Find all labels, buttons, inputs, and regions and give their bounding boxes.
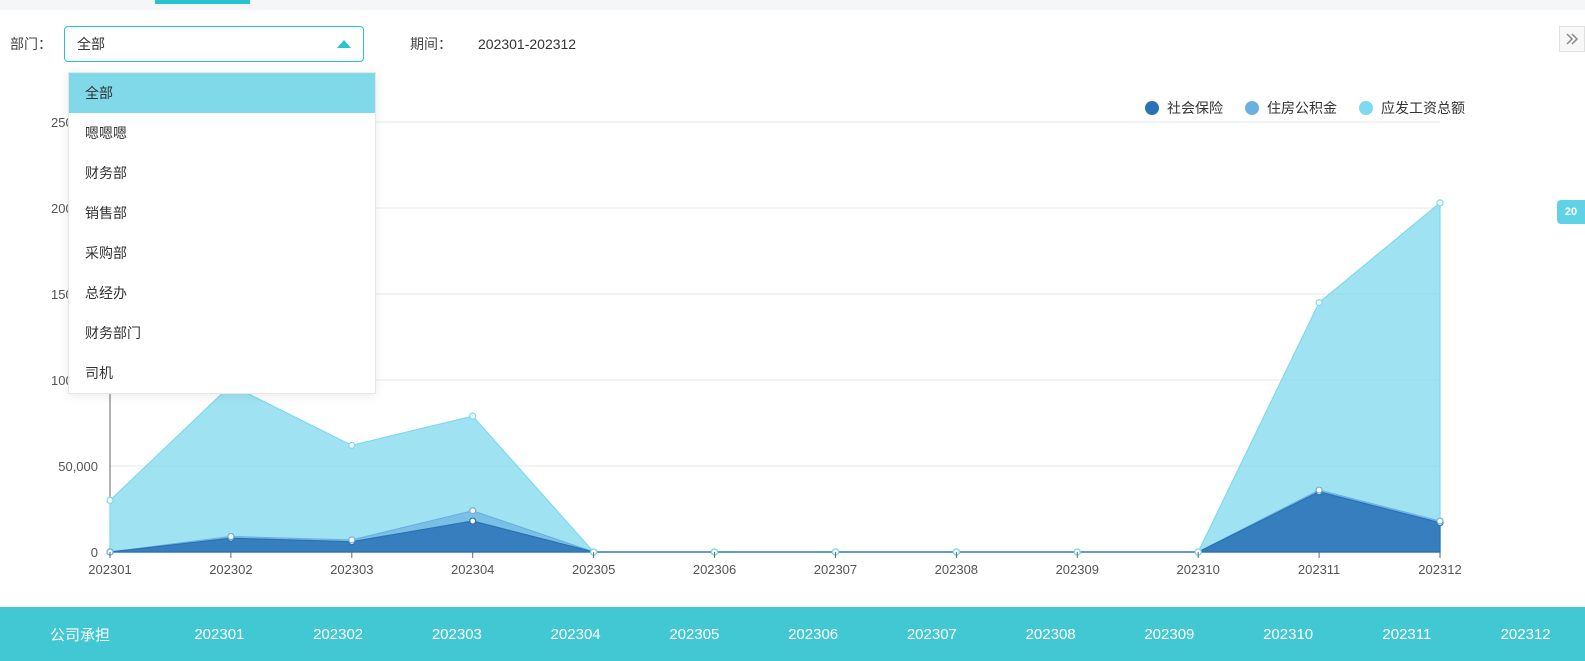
dept-option[interactable]: 全部: [69, 73, 375, 113]
table-header-cell: 202312: [1466, 626, 1585, 643]
table-header-cell: 202311: [1348, 626, 1467, 643]
chevron-up-icon: [337, 40, 351, 48]
filter-bar: 部门： 全部 期间： 202301-202312 全部嗯嗯嗯财务部销售部采购部总…: [0, 10, 1585, 62]
expand-panel-button[interactable]: [1559, 26, 1585, 52]
svg-text:202309: 202309: [1056, 562, 1099, 577]
dept-option[interactable]: 嗯嗯嗯: [69, 113, 375, 153]
dept-option[interactable]: 司机: [69, 353, 375, 393]
svg-text:202310: 202310: [1176, 562, 1219, 577]
dept-option[interactable]: 财务部: [69, 153, 375, 193]
dept-option[interactable]: 销售部: [69, 193, 375, 233]
svg-text:0: 0: [91, 545, 98, 560]
dept-select[interactable]: 全部: [64, 26, 364, 62]
table-header-cell: 202310: [1229, 626, 1348, 643]
table-header-cell: 202306: [754, 626, 873, 643]
svg-text:202308: 202308: [935, 562, 978, 577]
table-header-cell: 202308: [991, 626, 1110, 643]
svg-text:202303: 202303: [330, 562, 373, 577]
table-header-rowlabel: 公司承担: [0, 624, 160, 645]
table-header-cell: 202307: [873, 626, 992, 643]
svg-text:202305: 202305: [572, 562, 615, 577]
dept-label: 部门：: [10, 34, 52, 54]
table-header-cell: 202301: [160, 626, 279, 643]
svg-text:202311: 202311: [1298, 562, 1340, 577]
table-header-cell: 202309: [1110, 626, 1229, 643]
active-tab-indicator: [155, 0, 250, 4]
svg-text:202306: 202306: [693, 562, 736, 577]
side-year-tab[interactable]: 20: [1557, 200, 1585, 224]
chevron-double-right-icon: [1565, 32, 1579, 46]
table-header-cell: 202304: [516, 626, 635, 643]
dept-dropdown[interactable]: 全部嗯嗯嗯财务部销售部采购部总经办财务部门司机: [68, 72, 376, 394]
svg-text:202304: 202304: [451, 562, 494, 577]
period-value: 202301-202312: [478, 36, 576, 52]
svg-text:202307: 202307: [814, 562, 857, 577]
period-label: 期间：: [410, 34, 452, 54]
table-header-row: 公司承担 20230120230220230320230420230520230…: [0, 607, 1585, 661]
svg-text:202312: 202312: [1418, 562, 1461, 577]
table-header-cell: 202302: [279, 626, 398, 643]
dept-option[interactable]: 采购部: [69, 233, 375, 273]
svg-text:202302: 202302: [209, 562, 252, 577]
top-tab-bar: [0, 0, 1585, 10]
table-header-cell: 202303: [398, 626, 517, 643]
svg-text:50,000: 50,000: [58, 459, 98, 474]
dept-select-value: 全部: [77, 34, 105, 54]
dept-option[interactable]: 总经办: [69, 273, 375, 313]
table-header-cell: 202305: [635, 626, 754, 643]
dept-option[interactable]: 财务部门: [69, 313, 375, 353]
svg-text:202301: 202301: [88, 562, 131, 577]
